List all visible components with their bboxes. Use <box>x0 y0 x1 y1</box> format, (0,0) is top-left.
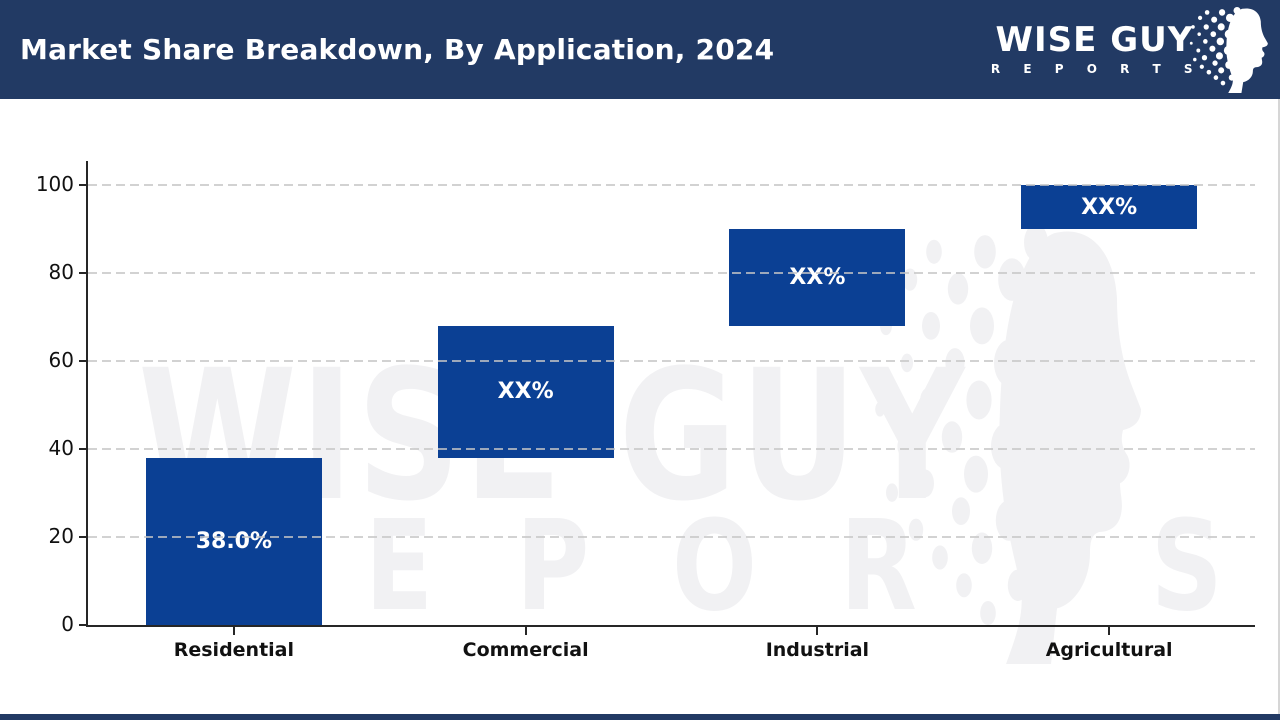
y-tick-label: 60 <box>48 348 74 372</box>
x-category-label-residential: Residential <box>173 639 295 661</box>
brand-subtitle: R E P O R T S <box>990 62 1202 76</box>
y-tick-mark <box>79 448 88 450</box>
header-bar: Market Share Breakdown, By Application, … <box>0 0 1280 99</box>
y-tick-mark <box>79 184 88 186</box>
y-tick-mark <box>79 536 88 538</box>
x-category-label-commercial: Commercial <box>462 639 589 661</box>
x-axis-spine <box>86 625 1255 627</box>
y-tick-label: 20 <box>48 524 74 548</box>
bar-value-label: 38.0% <box>195 528 273 554</box>
y-tick-mark <box>79 624 88 626</box>
y-axis-spine <box>86 161 88 627</box>
gridline-y20 <box>88 536 1255 538</box>
bar-commercial: XX% <box>437 325 614 458</box>
y-tick-mark <box>79 360 88 362</box>
bar-value-label: XX% <box>789 264 846 290</box>
footer-bar <box>0 714 1280 720</box>
chart-title: Market Share Breakdown, By Application, … <box>20 33 775 66</box>
plot-area: WISE GUY R E P O R T S 38.0% XX% XX% XX% 0 20… <box>0 99 1280 714</box>
y-tick-mark <box>79 272 88 274</box>
y-tick-label: 40 <box>48 436 74 460</box>
gridline-y60 <box>88 360 1255 362</box>
gridline-y100 <box>88 184 1255 186</box>
x-tick-mark <box>524 627 527 635</box>
bar-value-label: XX% <box>497 379 554 405</box>
wiseguy-logo: WISE GUY R E P O R T S <box>987 6 1274 93</box>
gridline-y80 <box>88 272 1255 274</box>
bar-agricultural: XX% <box>1021 185 1198 229</box>
y-tick-label: 0 <box>61 612 74 636</box>
y-tick-label: 80 <box>48 260 74 284</box>
y-tick-label: 100 <box>35 172 74 196</box>
watermark-head-dots-icon <box>875 224 1141 664</box>
brand-wordmark: WISE GUY R E P O R T S <box>987 23 1202 76</box>
right-edge-line <box>1278 99 1280 714</box>
gridline-y40 <box>88 448 1255 450</box>
head-dots-icon <box>1189 6 1268 93</box>
bar-value-label: XX% <box>1081 194 1138 220</box>
x-tick-mark <box>816 627 819 635</box>
bar-industrial: XX% <box>729 229 906 326</box>
x-category-label-industrial: Industrial <box>765 639 870 661</box>
x-tick-mark <box>232 627 235 635</box>
bar-residential: 38.0% <box>145 457 322 625</box>
x-category-label-agricultural: Agricultural <box>1045 639 1173 661</box>
brand-name: WISE GUY <box>995 20 1194 60</box>
x-tick-mark <box>1108 627 1111 635</box>
